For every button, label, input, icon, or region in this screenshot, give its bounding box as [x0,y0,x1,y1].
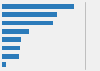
Bar [2,62,6,67]
Bar [2,4,74,9]
Bar [2,21,53,25]
Bar [2,12,57,17]
Bar [2,54,19,59]
Bar [2,46,20,50]
Bar [2,29,29,34]
Bar [2,37,21,42]
